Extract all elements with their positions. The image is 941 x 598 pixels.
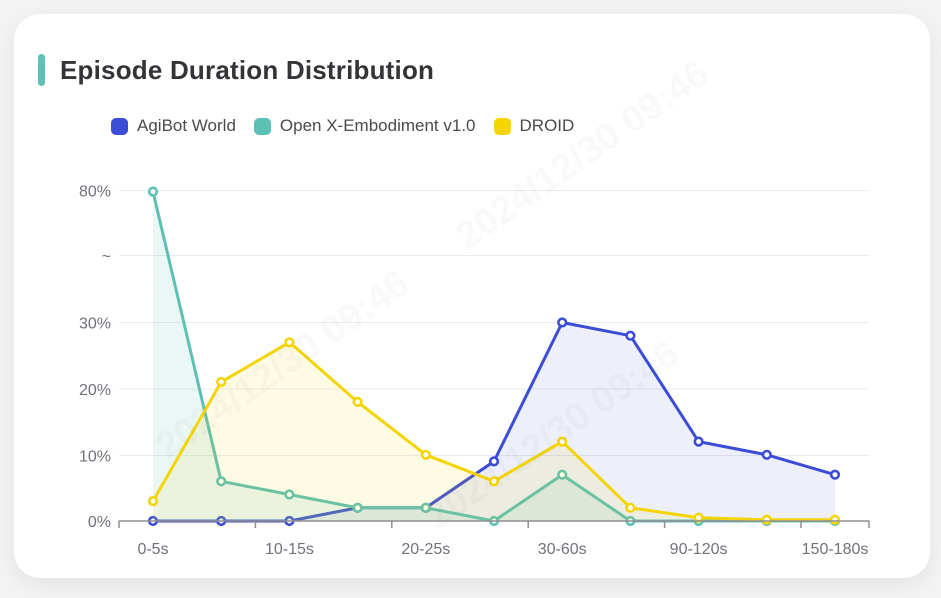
legend-swatch-agibot-world <box>111 117 128 135</box>
legend-item-open-x-embodiment-v1-0[interactable]: Open X-Embodiment v1.0 <box>253 116 476 136</box>
legend-item-agibot-world[interactable]: AgiBot World <box>111 116 236 136</box>
y-axis-label: 0% <box>88 514 111 531</box>
data-point[interactable] <box>557 436 568 447</box>
data-point[interactable] <box>284 489 295 500</box>
x-axis-label: 150-180s <box>802 541 869 558</box>
chart-legend: AgiBot World Open X-Embodiment v1.0 DROID <box>111 116 574 136</box>
y-axis-break-label: ~ <box>102 249 111 266</box>
data-point[interactable] <box>625 330 636 341</box>
data-point[interactable] <box>420 449 431 460</box>
data-point[interactable] <box>352 396 363 408</box>
data-point[interactable] <box>488 456 500 467</box>
data-point[interactable] <box>625 502 636 513</box>
y-axis-label: 20% <box>79 382 111 399</box>
page-title: Episode Duration Distribution <box>60 55 435 85</box>
data-point[interactable] <box>216 376 227 388</box>
series-area-3 <box>153 342 835 521</box>
data-point[interactable] <box>693 436 704 447</box>
data-point[interactable] <box>829 514 841 525</box>
x-axis-label: 10-15s <box>265 541 314 558</box>
data-point[interactable] <box>420 502 431 513</box>
legend-swatch-open-x-embodiment-v1-0 <box>253 117 271 135</box>
chart-card: Episode Duration Distribution AgiBot Wor… <box>14 14 930 578</box>
data-point[interactable] <box>829 469 841 480</box>
data-point[interactable] <box>557 469 568 480</box>
legend-label: AgiBot World <box>137 116 236 135</box>
data-point[interactable] <box>147 186 159 197</box>
legend-swatch-droid <box>493 117 511 135</box>
y-axis-label: 80% <box>79 184 111 201</box>
legend-label: DROID <box>519 116 575 135</box>
x-axis-label: 90-120s <box>670 541 728 558</box>
legend-label: Open X-Embodiment v1.0 <box>279 116 476 135</box>
chart-canvas: 0% 10% 20% 30% ~80% 0-5s 10-15s 20-25s 30-60s 90-… <box>79 184 870 558</box>
data-point[interactable] <box>761 449 772 460</box>
title-accent-bar <box>38 54 45 86</box>
y-axis-label: 30% <box>79 316 111 333</box>
y-axis-label: 10% <box>79 449 111 466</box>
data-point[interactable] <box>761 514 772 525</box>
data-point[interactable] <box>352 502 363 513</box>
data-point[interactable] <box>216 476 227 487</box>
series-area-1 <box>153 322 835 521</box>
x-axis-label: 20-25s <box>401 541 450 558</box>
data-point[interactable] <box>557 317 568 328</box>
x-axis-label: 30-60s <box>538 541 587 558</box>
data-point[interactable] <box>147 496 159 507</box>
data-point[interactable] <box>488 476 500 487</box>
series-area-2 <box>153 191 835 521</box>
x-axis-label: 0-5s <box>137 541 168 558</box>
title-row: Episode Duration Distribution <box>38 54 434 86</box>
data-point[interactable] <box>284 337 295 348</box>
legend-item-droid[interactable]: DROID <box>493 116 575 136</box>
